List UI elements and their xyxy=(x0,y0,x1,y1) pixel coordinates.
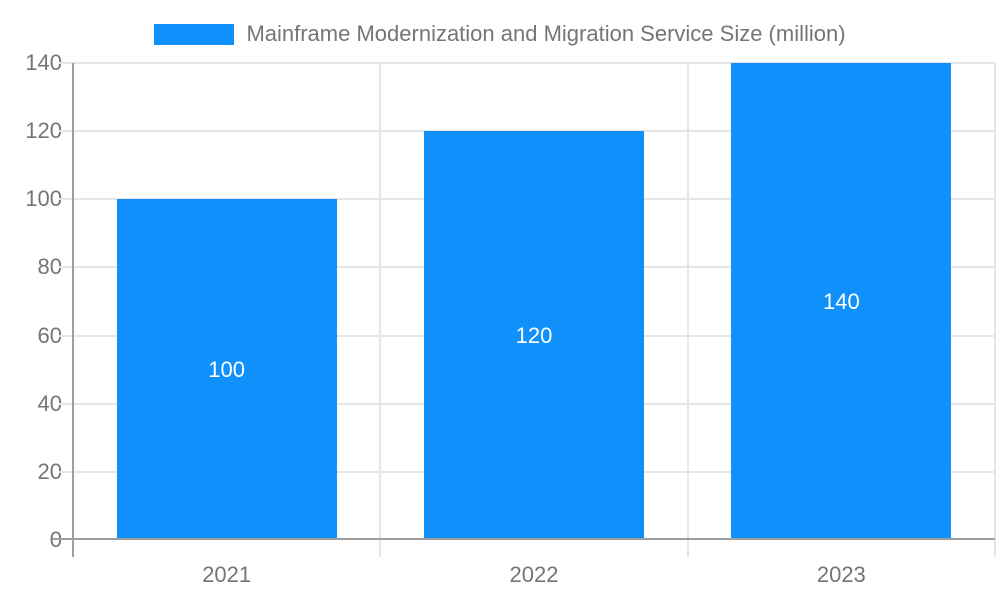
ytick-mark-100 xyxy=(59,198,73,201)
y-axis-labels: 0 20 40 60 80 100 120 140 xyxy=(0,50,62,552)
gridline-y-140 xyxy=(73,62,995,64)
x-axis-labels: 2021 2022 2023 xyxy=(73,562,995,592)
x-tick-label-2022: 2022 xyxy=(509,562,559,587)
ytick-mark-60 xyxy=(59,334,73,337)
ytick-mark-140 xyxy=(59,62,73,64)
y-tick-label: 120 xyxy=(25,118,62,144)
y-tick-label: 140 xyxy=(25,50,62,75)
gridline-x-boundary-3 xyxy=(994,63,996,557)
bar-2023[interactable]: 140 xyxy=(731,63,952,540)
plot-area: 100 120 140 xyxy=(52,62,996,557)
y-tick-label: 80 xyxy=(37,254,62,280)
y-axis-line xyxy=(72,63,74,557)
ytick-mark-20 xyxy=(59,470,73,473)
y-tick-label: 0 xyxy=(50,527,62,553)
x-tick-label-2023: 2023 xyxy=(816,562,866,587)
gridline-y-120 xyxy=(73,130,995,133)
gridline-x-boundary-1 xyxy=(379,63,382,557)
y-tick-label: 60 xyxy=(37,322,62,348)
ytick-mark-120 xyxy=(59,130,73,133)
y-tick-label: 20 xyxy=(37,458,62,484)
x-axis-baseline xyxy=(52,538,995,540)
bar-value-label: 120 xyxy=(515,322,553,348)
bar-value-label: 100 xyxy=(208,356,246,382)
legend-label: Mainframe Modernization and Migration Se… xyxy=(246,21,846,46)
bar-2022[interactable]: 120 xyxy=(424,131,644,540)
y-tick-label: 40 xyxy=(37,390,62,416)
x-tick-label-2021: 2021 xyxy=(202,562,252,587)
gridline-x-boundary-2 xyxy=(686,63,689,557)
legend-swatch xyxy=(154,23,235,45)
bar-value-label: 140 xyxy=(822,288,860,314)
legend[interactable]: Mainframe Modernization and Migration Se… xyxy=(0,21,1000,47)
ytick-mark-80 xyxy=(59,266,73,269)
y-tick-label: 100 xyxy=(25,186,62,212)
ytick-mark-40 xyxy=(59,402,73,405)
bar-2021[interactable]: 100 xyxy=(116,199,337,540)
